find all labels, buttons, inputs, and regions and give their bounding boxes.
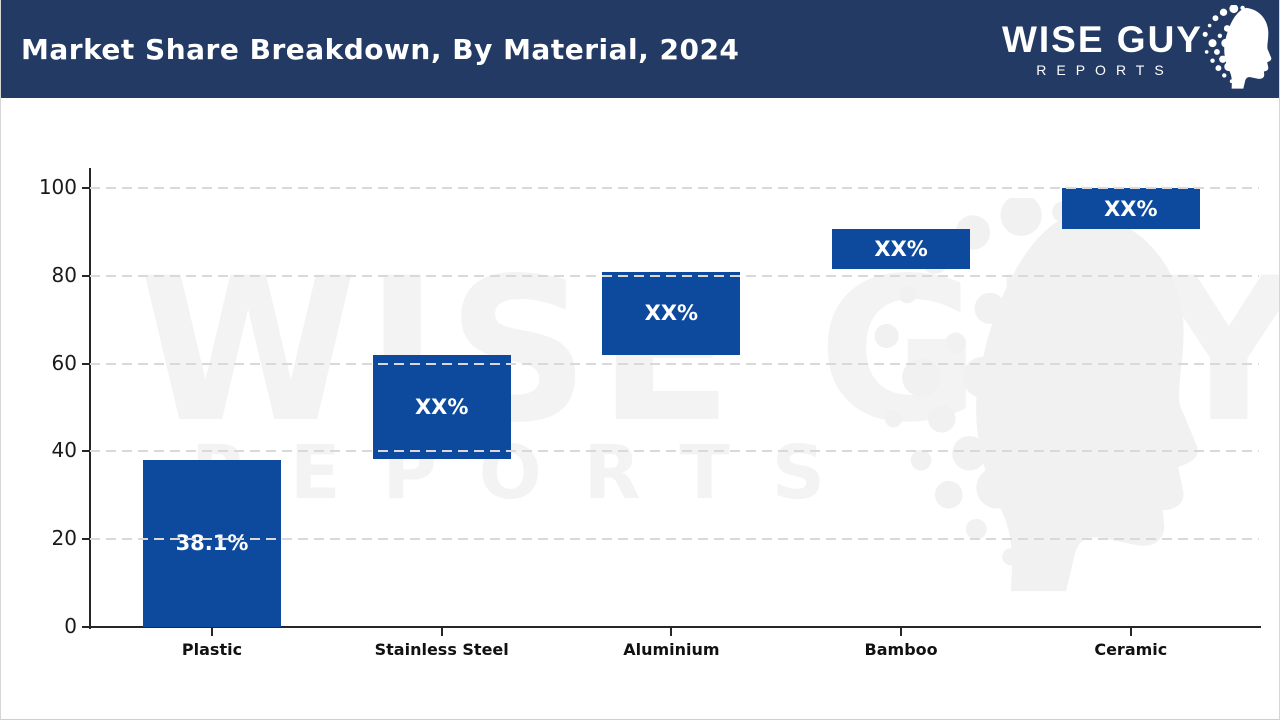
bar-aluminium: XX%: [602, 271, 741, 355]
bar-stainless-steel: XX%: [372, 354, 511, 459]
x-axis-label-plastic: Plastic: [181, 640, 243, 659]
watermark-text-reports: REPORTS: [191, 430, 868, 516]
y-tick-40: [82, 450, 90, 453]
x-axis-label-aluminium: Aluminium: [623, 640, 720, 659]
y-tick-label-80: 80: [51, 262, 77, 287]
y-axis-line: [89, 168, 91, 629]
y-tick-20: [82, 538, 90, 541]
x-tick-0: [211, 628, 213, 636]
x-axis-label-bamboo: Bamboo: [864, 640, 938, 659]
y-tick-0: [82, 626, 90, 628]
bar-value-label: XX%: [1104, 196, 1158, 221]
bar-value-label: XX%: [414, 394, 469, 419]
gridline-60: [90, 362, 1259, 365]
gridline-80: [90, 274, 1259, 277]
wiseguy-head-icon: [1202, 5, 1272, 89]
y-tick-100: [82, 187, 90, 189]
x-axis-label-ceramic: Ceramic: [1094, 640, 1168, 659]
y-tick-80: [82, 274, 90, 277]
wiseguy-logo: WISE GUY REPORTS: [1002, 0, 1273, 98]
x-axis-label-stainless-steel: Stainless Steel: [374, 640, 509, 659]
header-bar: Market Share Breakdown, By Material, 202…: [1, 0, 1279, 98]
y-tick-label-60: 60: [51, 350, 77, 375]
bar-value-label: 38.1%: [175, 531, 249, 556]
bar-value-label: XX%: [874, 237, 928, 262]
x-tick-1: [440, 628, 443, 636]
gridline-20: [90, 538, 1259, 541]
logo-text: WISE GUY REPORTS: [1002, 21, 1203, 78]
bar-plastic: 38.1%: [143, 459, 281, 627]
y-tick-label-100: 100: [38, 175, 77, 199]
y-tick-label-40: 40: [51, 438, 77, 463]
logo-reports-label: REPORTS: [1036, 61, 1174, 78]
page-title: Market Share Breakdown, By Material, 202…: [21, 32, 740, 66]
x-tick-2: [670, 628, 673, 636]
x-axis-line: [89, 626, 1261, 628]
gridline-40: [90, 450, 1259, 453]
y-tick-label-20: 20: [51, 526, 77, 551]
logo-wiseguy-label: WISE GUY: [1001, 18, 1203, 60]
bar-value-label: XX%: [644, 301, 699, 326]
bar-ceramic: XX%: [1061, 188, 1200, 230]
bar-bamboo: XX%: [832, 229, 971, 270]
y-tick-label-0: 0: [64, 614, 77, 638]
y-tick-60: [82, 362, 90, 365]
gridline-100: [90, 187, 1259, 189]
x-tick-3: [900, 628, 903, 636]
x-tick-4: [1129, 628, 1132, 636]
